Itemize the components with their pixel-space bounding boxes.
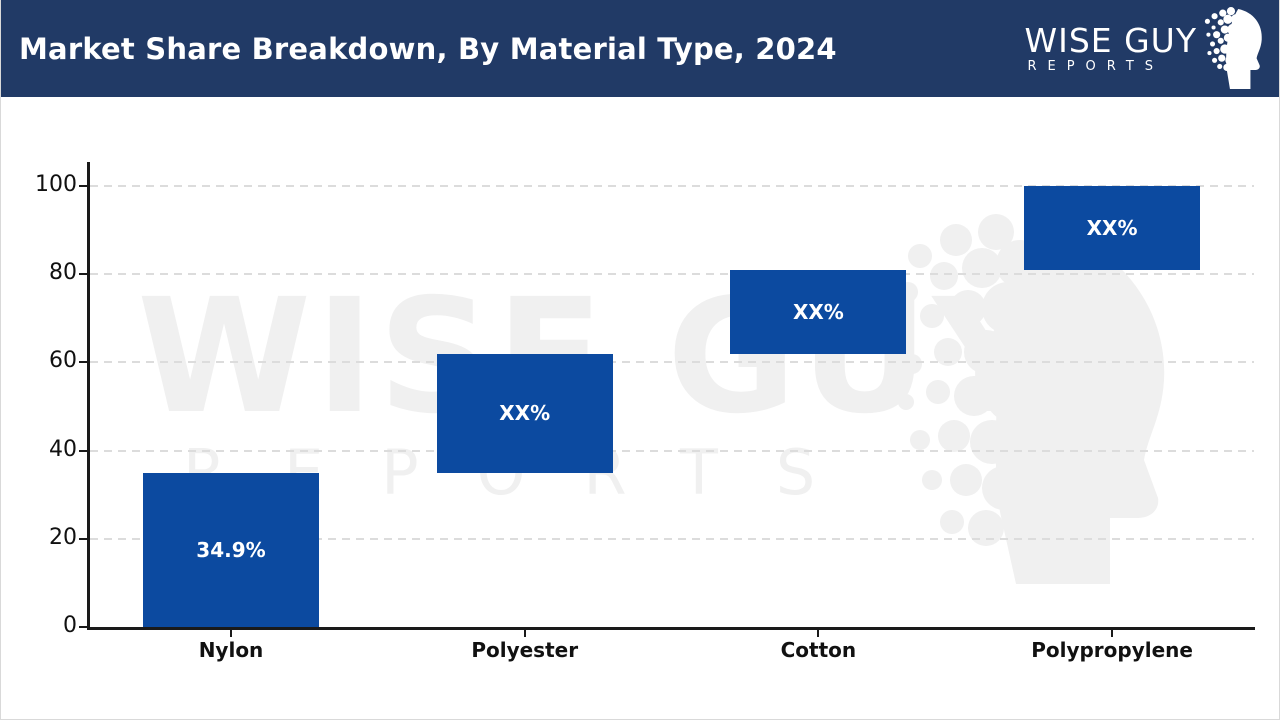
y-gridline — [90, 449, 1254, 452]
y-tick-label: 0 — [63, 613, 77, 638]
bar-value-label: XX% — [1086, 215, 1138, 240]
bar-value-label: XX% — [792, 299, 844, 324]
wiseguy-logo: WISE GUY REPORTS — [1024, 6, 1265, 91]
bar-value-label: 34.9% — [196, 538, 266, 563]
logo-wordmark: WISE GUY — [1024, 21, 1197, 60]
bar-polypropylene: XX% — [1024, 186, 1201, 270]
bar-value-label: XX% — [499, 401, 551, 426]
header: Market Share Breakdown, By Material Type… — [1, 0, 1279, 97]
y-tick-label: 80 — [49, 260, 77, 286]
x-category-label: Polypropylene — [1031, 638, 1193, 662]
x-tick-mark — [1111, 630, 1114, 637]
x-category-label: Polyester — [471, 638, 579, 662]
y-tick-mark — [79, 273, 89, 276]
y-gridline — [90, 273, 1254, 276]
y-tick-label: 20 — [49, 524, 77, 550]
bar-nylon: 34.9% — [143, 473, 319, 627]
y-tick-label: 100 — [35, 172, 77, 197]
y-tick-label: 60 — [49, 348, 77, 374]
x-tick-mark — [817, 630, 820, 637]
y-gridline — [90, 537, 1254, 540]
y-axis-spine — [87, 162, 90, 630]
bar-polyester: XX% — [436, 353, 613, 474]
y-tick-mark — [79, 537, 89, 540]
wiseguy-face-icon — [1204, 6, 1262, 89]
y-tick-label: 40 — [49, 436, 77, 462]
y-gridline — [90, 185, 1254, 187]
page-title: Market Share Breakdown, By Material Type… — [19, 31, 837, 66]
wiseguy-logo-text: WISE GUY REPORTS — [1024, 24, 1197, 73]
x-tick-mark — [523, 630, 526, 637]
x-category-label: Nylon — [198, 638, 264, 662]
x-axis-spine — [87, 627, 1255, 630]
y-gridline — [90, 361, 1254, 364]
head-watermark — [892, 214, 1165, 584]
y-tick-mark — [79, 626, 89, 628]
x-category-label: Cotton — [780, 638, 857, 662]
logo-subtitle: REPORTS — [1027, 59, 1165, 74]
y-tick-mark — [79, 449, 89, 452]
x-tick-mark — [230, 630, 232, 637]
y-tick-mark — [79, 361, 89, 364]
bar-cotton: XX% — [730, 269, 907, 354]
y-tick-mark — [79, 185, 89, 187]
